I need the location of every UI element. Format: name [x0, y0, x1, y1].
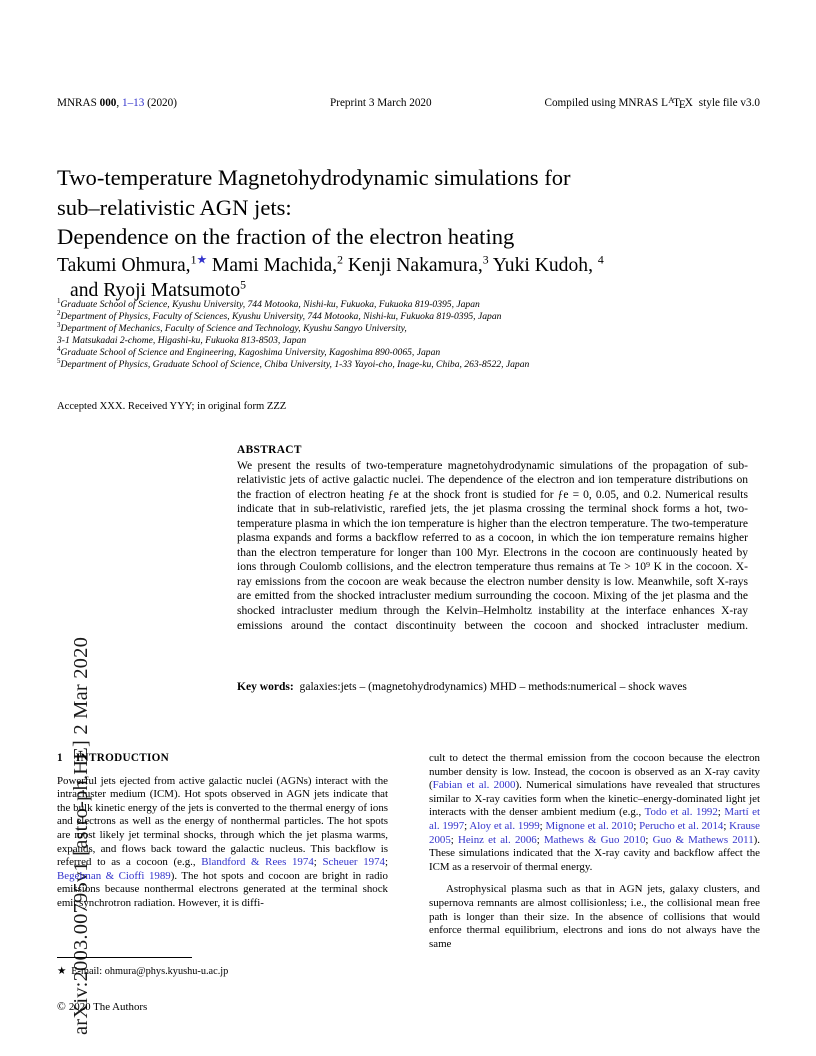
citation-link[interactable]: Perucho et al. 2014: [639, 819, 724, 832]
footnote-email: ★ E-mail: ohmura@phys.kyushu-u.ac.jp: [57, 965, 228, 978]
journal-name: MNRAS: [57, 97, 97, 109]
keywords-section: Key words: galaxies:jets – (magnetohydro…: [237, 680, 748, 695]
citation-separator: ;: [633, 819, 640, 832]
affiliation-item: 3Department of Mechanics, Faculty of Sci…: [57, 321, 760, 335]
citation-separator: ;: [464, 819, 470, 832]
title-line-2: sub–relativistic AGN jets:: [57, 194, 292, 220]
author-kudoh-affil-marker: 4: [597, 253, 604, 267]
affiliation-marker: 4: [57, 346, 61, 353]
citation-link[interactable]: Blandford & Rees 1974: [201, 856, 314, 869]
affiliation-marker: 2: [57, 309, 61, 317]
citation-link[interactable]: Begelman & Cioffi 1989: [57, 869, 171, 882]
journal-page-range[interactable]: 1–13: [121, 97, 145, 109]
paper-title: Two-temperature Magnetohydrodynamic simu…: [57, 163, 757, 252]
journal-volume: 000: [99, 97, 117, 109]
compiled-prefix: Compiled using MNRAS: [544, 97, 662, 109]
affiliation-marker: 3: [57, 321, 61, 329]
paragraph-text: ). These simulations indicated that the …: [429, 833, 760, 873]
affiliation-item: 2Department of Physics, Faculty of Scien…: [57, 309, 760, 323]
accepted-received-line: Accepted XXX. Received YYY; in original …: [57, 401, 287, 412]
author-nakamura: Kenji Nakamura,: [342, 255, 483, 276]
paragraph: cult to detect the thermal emission from…: [429, 752, 760, 874]
author-ohmura-affil-marker: 1: [190, 253, 197, 267]
citation-link[interactable]: Heinz et al. 2006: [457, 833, 537, 846]
citation-link[interactable]: Scheuer 1974: [322, 856, 385, 869]
citation-link[interactable]: Aloy et al. 1999: [469, 819, 540, 832]
latex-logo: LATEX: [661, 95, 693, 112]
copyright-icon: ©: [57, 1000, 66, 1013]
preprint-date: Preprint 3 March 2020: [330, 97, 432, 109]
affiliation-text: Graduate School of Science and Engineeri…: [60, 347, 441, 359]
author-machida-affil-marker: 2: [337, 253, 343, 267]
section-number: 1: [57, 752, 63, 764]
footnote-rule: [57, 957, 192, 958]
paragraph: Astrophysical plasma such as that in AGN…: [429, 883, 760, 950]
author-matsumoto-affil-marker: 5: [240, 278, 246, 292]
affiliation-item: 5Department of Physics, Graduate School …: [57, 358, 760, 371]
abstract-heading: ABSTRACT: [237, 444, 302, 456]
keywords-text: galaxies:jets – (magnetohydrodynamics) M…: [299, 681, 687, 693]
citation-link[interactable]: Guo & Mathews 2011: [652, 833, 754, 846]
citation-separator: ;: [536, 833, 544, 846]
section-heading-introduction: 1 INTRODUCTION: [57, 752, 388, 766]
author-list: Takumi Ohmura,1★ Mami Machida,2 Kenji Na…: [57, 253, 760, 303]
keywords-label: Key words:: [237, 681, 294, 693]
affiliation-marker: 1: [57, 297, 61, 305]
compiled-suffix: style file v3.0: [695, 97, 760, 109]
paragraph-text: Powerful jets ejected from active galact…: [57, 774, 388, 869]
author-line-2: and Ryoji Matsumoto5: [57, 278, 760, 303]
paragraph-text: ). Numerical simulations have revealed t…: [429, 779, 760, 819]
affiliation-text: 3-1 Matsukadai 2-chome, Higashi-ku, Fuku…: [57, 335, 307, 347]
affiliation-text: Department of Physics, Graduate School o…: [60, 359, 530, 371]
author-kudoh: Yuki Kudoh,: [488, 255, 598, 276]
title-line-1: Two-temperature Magnetohydrodynamic simu…: [57, 165, 571, 191]
citation-link[interactable]: Mignone et al. 2010: [545, 819, 634, 832]
citation-separator: ;: [450, 833, 458, 846]
affiliation-text: Graduate School of Science, Kyushu Unive…: [60, 299, 480, 310]
footnote-marker: ★: [57, 966, 67, 977]
title-line-3: Dependence on the fraction of the electr…: [57, 224, 515, 250]
citation-link[interactable]: Mathews & Guo 2010: [543, 833, 646, 846]
citation-separator: ;: [313, 856, 323, 869]
body-column-right: cult to detect the thermal emission from…: [429, 752, 760, 951]
author-matsumoto: and Ryoji Matsumoto: [70, 280, 241, 301]
affiliation-item: 4Graduate School of Science and Engineer…: [57, 346, 760, 359]
journal-year: (2020): [147, 97, 177, 109]
running-head-journal-ref: MNRAS 000, 1–13 (2020): [57, 97, 177, 109]
citation-separator: ;: [723, 819, 730, 832]
paragraph-text: ). The hot spots and cocoon are bright i…: [57, 869, 388, 909]
citation-link[interactable]: Todo et al. 1992: [644, 806, 718, 819]
paragraph: Powerful jets ejected from active galact…: [57, 775, 388, 911]
affiliation-item: 1Graduate School of Science, Kyushu Univ…: [57, 297, 760, 311]
author-nakamura-affil-marker: 3: [482, 253, 489, 267]
citation-separator: ;: [645, 833, 653, 846]
citation-separator: ;: [717, 806, 725, 819]
author-line-1: Takumi Ohmura,1★ Mami Machida,2 Kenji Na…: [57, 253, 760, 278]
affiliation-item: 3-1 Matsukadai 2-chome, Higashi-ku, Fuku…: [57, 335, 760, 347]
abstract-body: We present the results of two-temperatur…: [237, 459, 748, 632]
author-ohmura: Takumi Ohmura,: [57, 255, 191, 276]
abstract-section: ABSTRACT We present the results of two-t…: [237, 443, 748, 648]
citation-link[interactable]: Krause 2005: [429, 819, 760, 846]
copyright-text: 2020 The Authors: [68, 1001, 148, 1013]
copyright-line: © 2020 The Authors: [57, 1000, 147, 1014]
running-head: MNRAS 000, 1–13 (2020) Preprint 3 March …: [57, 95, 761, 112]
author-machida: Mami Machida,: [207, 255, 338, 276]
citation-link[interactable]: Fabian et al. 2000: [432, 779, 516, 792]
paragraph-text: cult to detect the thermal emission from…: [429, 752, 760, 792]
affiliation-text: Department of Physics, Faculty of Scienc…: [60, 311, 502, 323]
body-column-left: 1 INTRODUCTION Powerful jets ejected from…: [57, 752, 388, 911]
citation-link[interactable]: Martí et al. 1997: [429, 806, 761, 832]
body-columns: 1 INTRODUCTION Powerful jets ejected from…: [57, 752, 760, 967]
section-title: INTRODUCTION: [75, 752, 170, 764]
compiled-note: Compiled using MNRAS LATEX style file v3…: [544, 95, 761, 112]
citation-separator: ;: [384, 856, 389, 869]
footnote-text: E-mail: ohmura@phys.kyushu-u.ac.jp: [71, 966, 229, 977]
affiliation-text: Department of Mechanics, Faculty of Scie…: [60, 323, 407, 335]
citation-separator: ;: [539, 819, 546, 832]
corresponding-author-marker: ★: [196, 253, 207, 267]
affiliation-list: 1Graduate School of Science, Kyushu Univ…: [57, 297, 760, 371]
affiliation-marker: 5: [57, 358, 61, 366]
